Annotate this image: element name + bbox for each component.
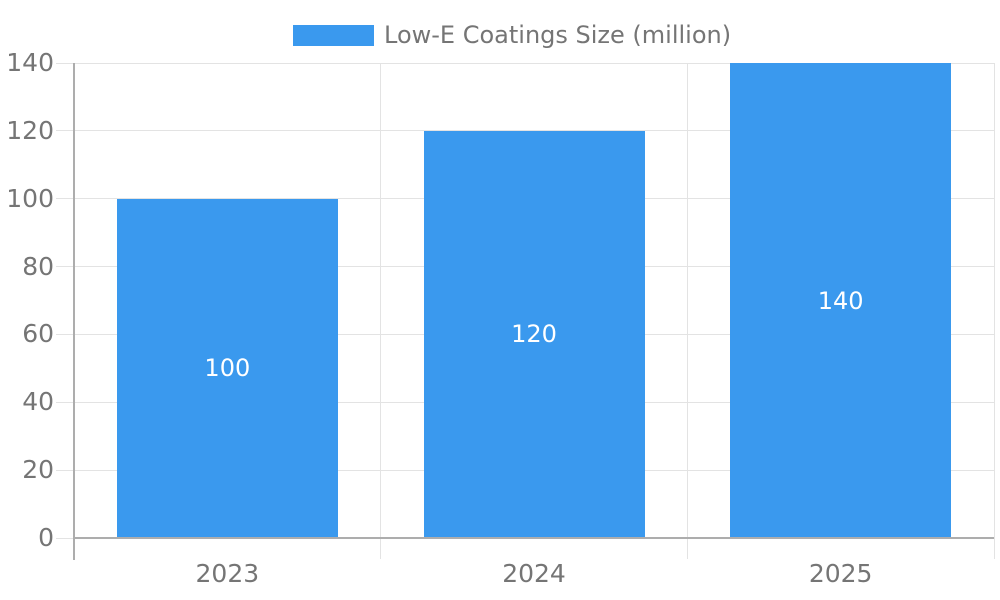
x-axis-line	[73, 537, 994, 539]
y-gridline	[74, 62, 994, 64]
bar-value-label: 140	[817, 286, 864, 315]
y-tick-label: 120	[6, 115, 54, 145]
x-gridline	[380, 63, 382, 538]
x-gridline	[686, 63, 688, 538]
y-tick-label: 140	[6, 48, 54, 77]
bar-2024	[423, 130, 645, 538]
y-tick-mark	[56, 469, 74, 471]
y-tick-label: 100	[6, 183, 54, 213]
y-tick-mark	[56, 537, 74, 539]
y-tick-mark	[56, 198, 74, 200]
legend-item[interactable]: Low-E Coatings Size (million)	[293, 21, 731, 49]
y-tick-label: 40	[22, 387, 54, 417]
y-tick-label: 20	[22, 455, 54, 485]
bar-value-label: 100	[204, 354, 251, 383]
y-axis-line	[73, 63, 75, 560]
y-tick-mark	[56, 130, 74, 132]
y-tick-label: 60	[22, 319, 54, 349]
x-tick-label: 2025	[808, 559, 873, 588]
x-tick-mark	[686, 538, 688, 559]
y-tick-mark	[56, 401, 74, 403]
x-tick-mark	[380, 538, 382, 559]
bar-2023	[116, 198, 338, 538]
bar-value-label: 120	[511, 320, 557, 349]
y-tick-mark	[56, 62, 74, 64]
y-tick-mark	[56, 333, 74, 335]
x-tick-label: 2024	[502, 559, 566, 588]
bar-2025	[730, 63, 952, 538]
y-tick-mark	[56, 266, 74, 268]
legend-swatch-icon	[293, 24, 374, 46]
x-tick-mark	[993, 538, 995, 559]
x-tick-label: 2023	[195, 559, 260, 588]
x-gridline	[993, 63, 995, 538]
y-tick-label: 80	[22, 251, 54, 281]
legend-label: Low-E Coatings Size (million)	[384, 21, 732, 49]
y-tick-label: 0	[38, 523, 54, 552]
